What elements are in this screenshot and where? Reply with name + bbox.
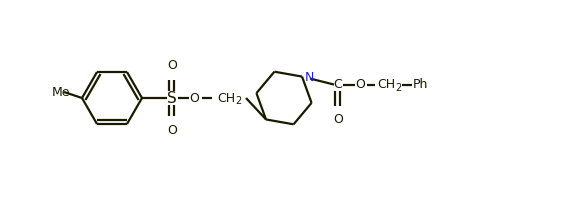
Text: O: O — [167, 59, 177, 72]
Text: O: O — [167, 125, 177, 138]
Text: O: O — [189, 91, 199, 104]
Text: CH: CH — [377, 78, 395, 91]
Text: Ph: Ph — [412, 78, 427, 91]
Text: 2: 2 — [395, 83, 401, 93]
Text: O: O — [333, 113, 343, 126]
Text: O: O — [355, 78, 365, 91]
Text: N: N — [304, 71, 314, 84]
Text: Me: Me — [52, 85, 71, 98]
Text: 2: 2 — [235, 96, 241, 106]
Text: C: C — [334, 78, 342, 91]
Text: CH: CH — [217, 91, 235, 104]
Text: S: S — [167, 90, 177, 106]
